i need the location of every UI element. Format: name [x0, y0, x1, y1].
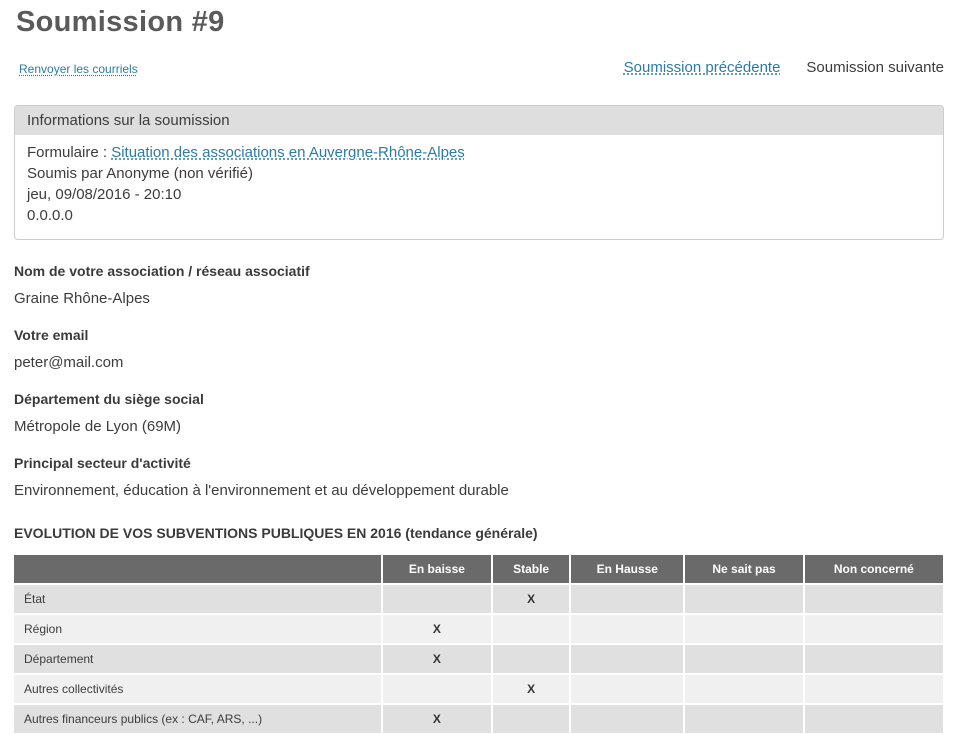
cell-mark	[571, 705, 684, 733]
row-label: État	[14, 585, 381, 613]
row-label: Autres financeurs publics (ex : CAF, ARS…	[14, 705, 381, 733]
next-submission-label: Soumission suivante	[806, 59, 944, 76]
cell-mark: X	[493, 675, 570, 703]
cell-mark	[804, 585, 943, 613]
links-row: Renvoyer les courriels Soumission précéd…	[14, 59, 944, 76]
previous-submission-link[interactable]: Soumission précédente	[623, 59, 781, 76]
field-value-association-name: Graine Rhône-Alpes	[14, 290, 150, 307]
cell-mark	[493, 615, 570, 643]
page-title: Soumission #9	[16, 6, 225, 38]
cell-mark	[804, 705, 943, 733]
subventions-table: En baisse Stable En Hausse Ne sait pas N…	[12, 553, 945, 735]
field-value-department: Métropole de Lyon (69M)	[14, 418, 182, 435]
header-ne-sait-pas: Ne sait pas	[685, 555, 803, 583]
info-box-body: Formulaire : Situation des associations …	[15, 135, 943, 239]
cell-mark	[685, 705, 803, 733]
field-value-email: peter@mail.com	[14, 354, 124, 371]
cell-mark: X	[493, 585, 570, 613]
info-submitted-by: Soumis par Anonyme (non vérifié)	[27, 165, 253, 182]
row-label: Région	[14, 615, 381, 643]
cell-mark	[685, 585, 803, 613]
row-label: Autres collectivités	[14, 675, 381, 703]
submission-info-box: Informations sur la soumission Formulair…	[14, 105, 944, 240]
info-form-line: Formulaire : Situation des associations …	[27, 142, 931, 163]
header-en-baisse: En baisse	[382, 555, 492, 583]
cell-mark	[493, 705, 570, 733]
cell-mark	[382, 675, 492, 703]
header-stable: Stable	[493, 555, 570, 583]
cell-mark	[685, 615, 803, 643]
resend-emails-link[interactable]: Renvoyer les courriels	[19, 62, 138, 76]
cell-mark: X	[382, 645, 492, 673]
row-label: Département	[14, 645, 381, 673]
header-en-hausse: En Hausse	[571, 555, 684, 583]
table-row: Région X	[14, 615, 943, 643]
table-row: Département X	[14, 645, 943, 673]
cell-mark	[685, 645, 803, 673]
table-header-row: En baisse Stable En Hausse Ne sait pas N…	[14, 555, 943, 583]
submission-fields: Nom de votre association / réseau associ…	[14, 263, 944, 499]
cell-mark	[571, 585, 684, 613]
header-non-concerne: Non concerné	[804, 555, 943, 583]
form-link[interactable]: Situation des associations en Auvergne-R…	[111, 144, 465, 161]
field-label-department: Département du siège social	[14, 391, 204, 407]
info-date: jeu, 09/08/2016 - 20:10	[27, 186, 182, 203]
table-row: Autres financeurs publics (ex : CAF, ARS…	[14, 705, 943, 733]
field-value-sector: Environnement, éducation à l'environneme…	[14, 482, 509, 499]
cell-mark	[804, 675, 943, 703]
header-empty-cell	[14, 555, 381, 583]
table-row: État X	[14, 585, 943, 613]
cell-mark	[571, 615, 684, 643]
subventions-table-title: EVOLUTION DE VOS SUBVENTIONS PUBLIQUES E…	[14, 525, 538, 541]
cell-mark	[493, 645, 570, 673]
info-box-header: Informations sur la soumission	[15, 106, 943, 135]
cell-mark	[382, 585, 492, 613]
submission-nav: Soumission précédente Soumission suivant…	[624, 59, 944, 76]
field-label-association-name: Nom de votre association / réseau associ…	[14, 263, 310, 279]
table-row: Autres collectivités X	[14, 675, 943, 703]
cell-mark	[571, 645, 684, 673]
cell-mark	[685, 675, 803, 703]
cell-mark	[804, 615, 943, 643]
info-form-label: Formulaire :	[27, 144, 108, 161]
cell-mark: X	[382, 615, 492, 643]
info-ip-address: 0.0.0.0	[27, 207, 73, 224]
cell-mark	[804, 645, 943, 673]
cell-mark: X	[382, 705, 492, 733]
field-label-email: Votre email	[14, 327, 89, 343]
cell-mark	[571, 675, 684, 703]
field-label-sector: Principal secteur d'activité	[14, 455, 191, 471]
